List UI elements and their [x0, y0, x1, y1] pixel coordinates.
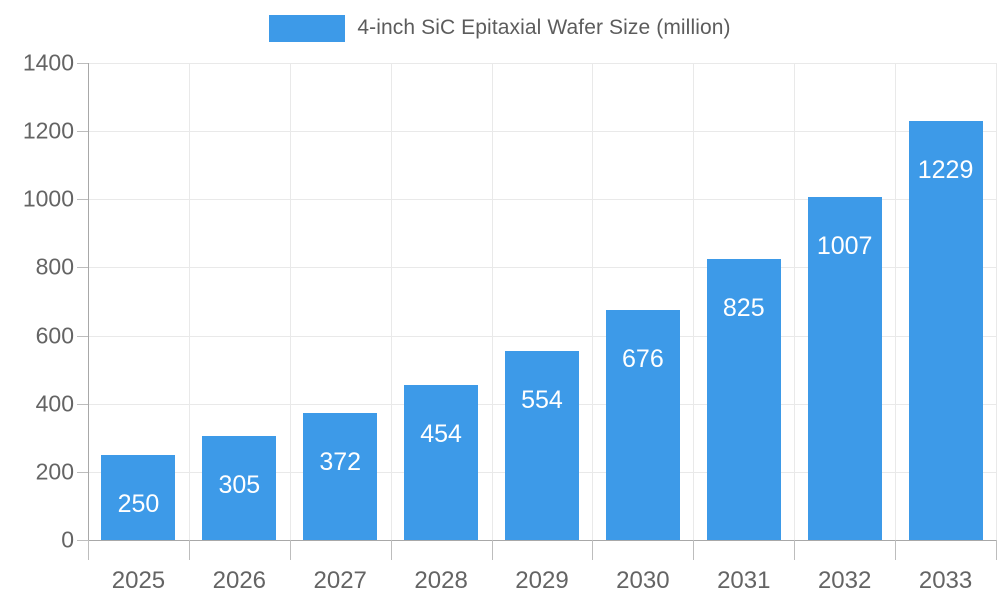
y-axis-tick-label: 1200	[22, 117, 74, 144]
x-axis-tick-label: 2027	[313, 567, 367, 594]
bar-value-label: 825	[722, 293, 765, 322]
x-axis-tick: 2032	[794, 540, 895, 600]
y-axis-tick-label: 400	[35, 390, 74, 417]
bar-value-label: 554	[521, 386, 563, 415]
x-axis-tick: 2029	[491, 540, 593, 600]
y-axis-tick-mark	[77, 403, 88, 405]
x-axis-tick: 2033	[895, 540, 996, 600]
x-axis-tick-mark	[794, 540, 796, 560]
y-axis-tick-label: 1400	[22, 49, 74, 76]
bar-value-label: 1007	[816, 231, 873, 260]
bar-value-label: 454	[420, 420, 462, 449]
bar-rect[interactable]	[807, 196, 882, 540]
bar-item[interactable]: 454	[391, 63, 492, 540]
bar-rect[interactable]	[706, 258, 781, 540]
y-axis-tick-label: 600	[35, 322, 74, 349]
x-axis-tick-end	[996, 540, 997, 600]
x-axis-tick-label: 2031	[717, 567, 771, 594]
bar-rect[interactable]	[605, 309, 680, 540]
y-axis-tick-mark	[77, 267, 88, 269]
bar-item[interactable]: 372	[290, 63, 391, 540]
legend-label[interactable]: 4-inch SiC Epitaxial Wafer Size (million…	[357, 16, 731, 39]
x-axis-tick: 2026	[188, 540, 290, 600]
bar-rect[interactable]	[202, 436, 277, 540]
y-axis-tick-label: 800	[35, 253, 74, 280]
bar-item[interactable]: 1229	[895, 63, 996, 540]
bar-rect[interactable]	[404, 385, 479, 540]
bar-item[interactable]: 676	[592, 63, 693, 540]
bar-item[interactable]: 825	[693, 63, 794, 540]
x-axis-tick-mark	[289, 540, 291, 560]
y-axis-tick-mark	[77, 335, 88, 337]
gridline-vertical	[996, 63, 997, 540]
legend-swatch-icon	[269, 14, 346, 42]
x-axis-tick-mark	[88, 540, 89, 560]
bar-item[interactable]: 250	[88, 63, 189, 540]
x-axis-tick-label: 2030	[616, 567, 670, 594]
x-axis-tick-label: 2033	[918, 567, 973, 594]
x-axis-tick-mark	[390, 540, 392, 560]
bar-value-label: 676	[622, 344, 664, 373]
x-axis-tick-mark	[188, 540, 190, 560]
bar-value-label: 1229	[917, 156, 974, 185]
x-axis-tick-label: 2032	[817, 567, 872, 594]
x-axis-tick: 2025	[88, 540, 189, 600]
y-axis-tick-mark	[77, 131, 88, 133]
x-axis-tick-label: 2029	[515, 567, 569, 594]
x-axis-tick-mark	[895, 540, 897, 560]
bar-rect[interactable]	[101, 454, 176, 540]
bar-rect[interactable]	[504, 351, 579, 540]
x-axis-line	[88, 540, 996, 541]
y-axis-tick-mark	[77, 199, 88, 201]
y-axis-tick-mark	[77, 63, 88, 64]
bar-value-label: 305	[218, 471, 261, 500]
y-axis-tick-mark	[77, 471, 88, 473]
x-axis-tick-label: 2026	[212, 567, 267, 594]
y-axis-tick-label: 1000	[22, 185, 74, 212]
x-axis-tick-mark	[592, 540, 594, 560]
bar-series: 250 305 372 454 554 676 825 1007 1229	[88, 63, 996, 540]
x-axis-tick-mark	[693, 540, 695, 560]
y-axis-line	[88, 63, 89, 541]
bar-rect[interactable]	[303, 413, 378, 540]
x-axis-tick: 2028	[390, 540, 492, 600]
x-axis-tick: 2030	[592, 540, 693, 600]
chart-legend: 4-inch SiC Epitaxial Wafer Size (million…	[0, 8, 1000, 48]
x-axis-tick: 2031	[693, 540, 794, 600]
bar-value-label: 372	[319, 448, 362, 477]
y-axis-tick-label: 0	[61, 526, 74, 553]
x-axis-tick: 2027	[289, 540, 391, 600]
x-axis-tick-label: 2028	[414, 567, 468, 594]
bar-value-label: 250	[117, 489, 160, 518]
x-axis-tick-label: 2025	[111, 567, 166, 594]
x-axis-tick-mark	[996, 540, 997, 560]
bar-item[interactable]: 1007	[794, 63, 895, 540]
bar-rect[interactable]	[908, 121, 983, 540]
x-axis-ticks: 2025 2026 2027 2028 2029 2030 2031 2032 2033	[88, 540, 997, 600]
y-axis-tick-mark	[77, 540, 88, 541]
bar-item[interactable]: 305	[189, 63, 290, 540]
x-axis-tick-mark	[491, 540, 493, 560]
bar-item[interactable]: 554	[492, 63, 593, 540]
y-axis-tick-label: 200	[35, 458, 74, 485]
